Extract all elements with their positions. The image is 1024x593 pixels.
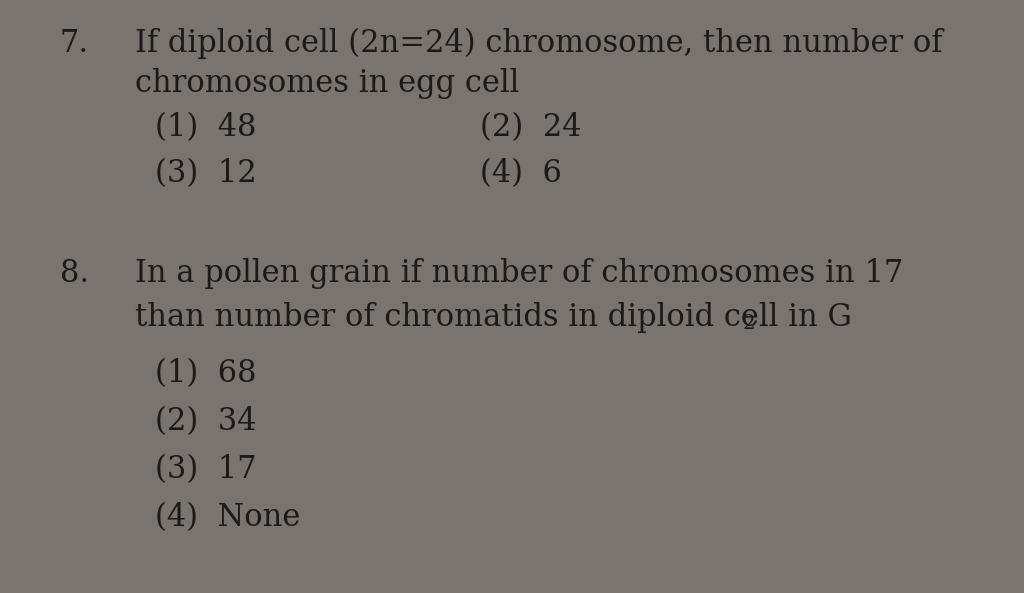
Text: If diploid cell (2n=24) chromosome, then number of: If diploid cell (2n=24) chromosome, then… bbox=[135, 28, 942, 59]
Text: 7.: 7. bbox=[60, 28, 89, 59]
Text: (2)  34: (2) 34 bbox=[155, 406, 256, 437]
Text: (4)  None: (4) None bbox=[155, 502, 300, 533]
Text: chromosomes in egg cell: chromosomes in egg cell bbox=[135, 68, 519, 99]
Text: than number of chromatids in diploid cell in G: than number of chromatids in diploid cel… bbox=[135, 302, 852, 333]
Text: (1)  48: (1) 48 bbox=[155, 112, 256, 143]
Text: (3)  17: (3) 17 bbox=[155, 454, 257, 485]
Text: than number of chromatids in diploid cell in G: than number of chromatids in diploid cel… bbox=[135, 302, 852, 333]
Text: (4)  6: (4) 6 bbox=[480, 158, 562, 189]
Text: (1)  68: (1) 68 bbox=[155, 358, 256, 389]
Text: 2: 2 bbox=[742, 314, 755, 333]
Text: In a pollen grain if number of chromosomes in 17: In a pollen grain if number of chromosom… bbox=[135, 258, 903, 289]
Text: 8.: 8. bbox=[60, 258, 89, 289]
Text: (3)  12: (3) 12 bbox=[155, 158, 257, 189]
Text: (2)  24: (2) 24 bbox=[480, 112, 582, 143]
